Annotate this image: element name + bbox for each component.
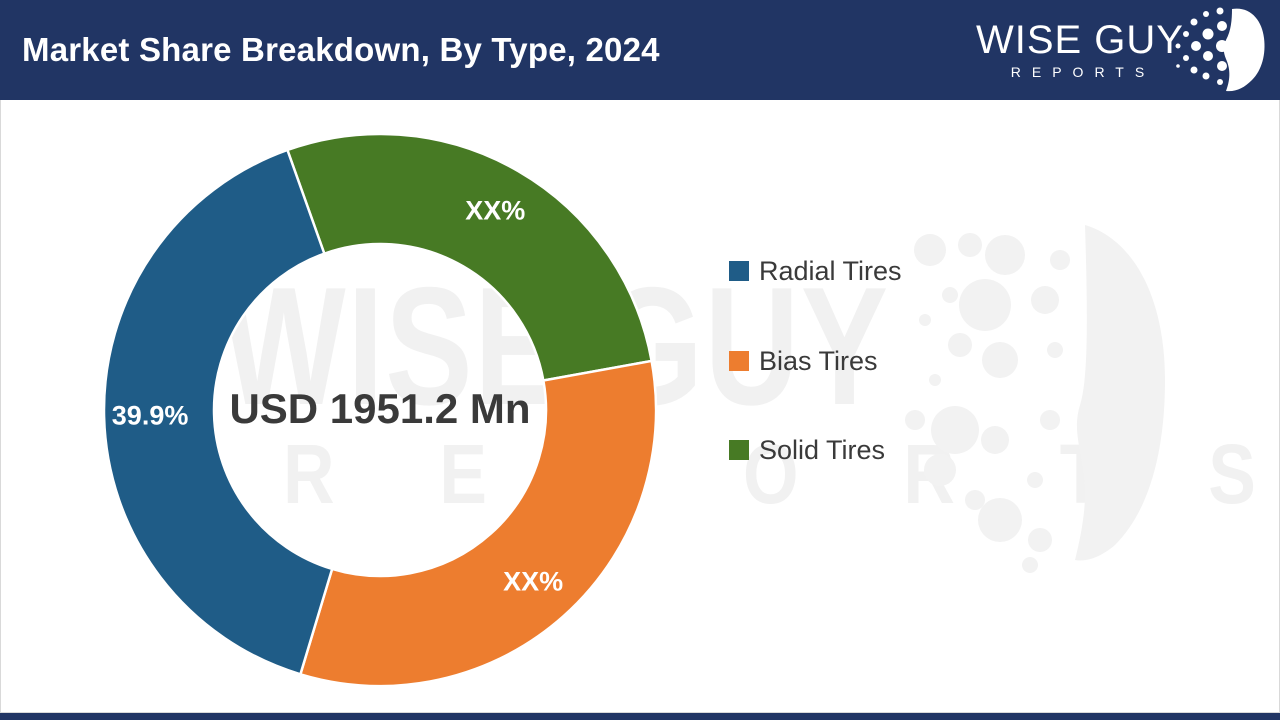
header-bar: Market Share Breakdown, By Type, 2024 WI… <box>0 0 1280 100</box>
watermark-face-icon <box>905 225 1165 573</box>
brand-subtext: REPORTS <box>1010 64 1156 80</box>
legend-item-solid-tires: Solid Tires <box>729 434 886 465</box>
legend-item-radial-tires: Radial Tires <box>729 255 902 286</box>
donut-segment-radial-tires <box>102 148 334 676</box>
brand-face-icon <box>1175 7 1265 92</box>
slice-label-bias-tires: XX% <box>503 566 564 597</box>
brand-logo-text: WISE GUY REPORTS <box>976 20 1184 80</box>
brand-wordmark: WISE GUY <box>975 18 1184 62</box>
donut-segment-bias-tires <box>298 359 658 688</box>
page-title: Market Share Breakdown, By Type, 2024 <box>22 31 660 68</box>
legend-item-bias-tires: Bias Tires <box>729 345 878 376</box>
legend-label: Solid Tires <box>759 434 886 465</box>
legend-swatch <box>729 261 749 281</box>
footer-bar <box>0 713 1280 720</box>
slice-label-radial-tires: 39.9% <box>111 400 189 431</box>
legend-swatch <box>729 351 749 371</box>
brand-logo: WISE GUY REPORTS <box>976 6 1280 94</box>
legend-label: Bias Tires <box>759 345 878 376</box>
donut-segment-solid-tires <box>285 132 654 382</box>
slice-label-solid-tires: XX% <box>465 195 526 226</box>
legend-label: Radial Tires <box>759 255 902 286</box>
center-value: USD 1951.2 Mn <box>229 385 531 432</box>
legend-swatch <box>729 440 749 460</box>
